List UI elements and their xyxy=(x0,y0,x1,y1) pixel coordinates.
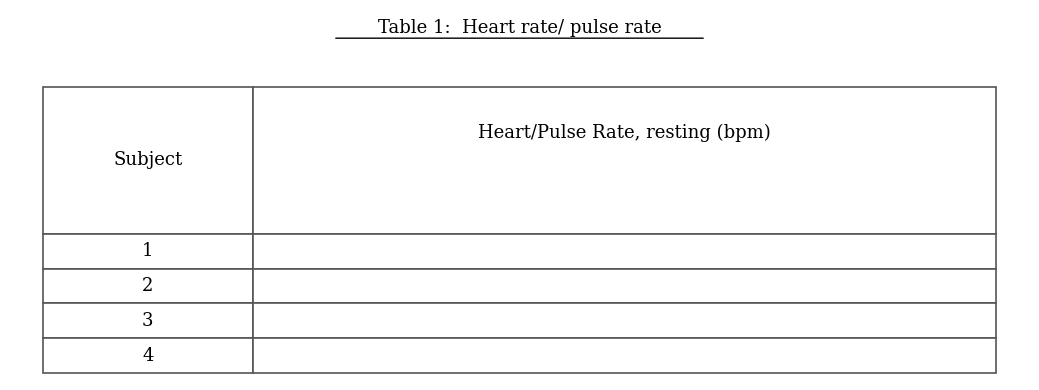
Bar xyxy=(252,338,996,373)
Bar xyxy=(252,303,996,338)
Bar xyxy=(43,303,252,338)
Text: 1: 1 xyxy=(142,242,154,260)
Bar xyxy=(43,338,252,373)
Bar xyxy=(43,269,252,303)
Text: 4: 4 xyxy=(142,347,154,365)
Bar xyxy=(252,269,996,303)
Bar xyxy=(252,234,996,269)
Text: Heart/Pulse Rate, resting (bpm): Heart/Pulse Rate, resting (bpm) xyxy=(478,123,771,142)
Text: Table 1:  Heart rate/ pulse rate: Table 1: Heart rate/ pulse rate xyxy=(377,20,662,37)
Bar xyxy=(252,87,996,234)
Text: 3: 3 xyxy=(142,312,154,330)
Text: 2: 2 xyxy=(142,277,154,295)
Text: Subject: Subject xyxy=(113,151,182,169)
Bar xyxy=(43,234,252,269)
Bar xyxy=(43,87,252,234)
